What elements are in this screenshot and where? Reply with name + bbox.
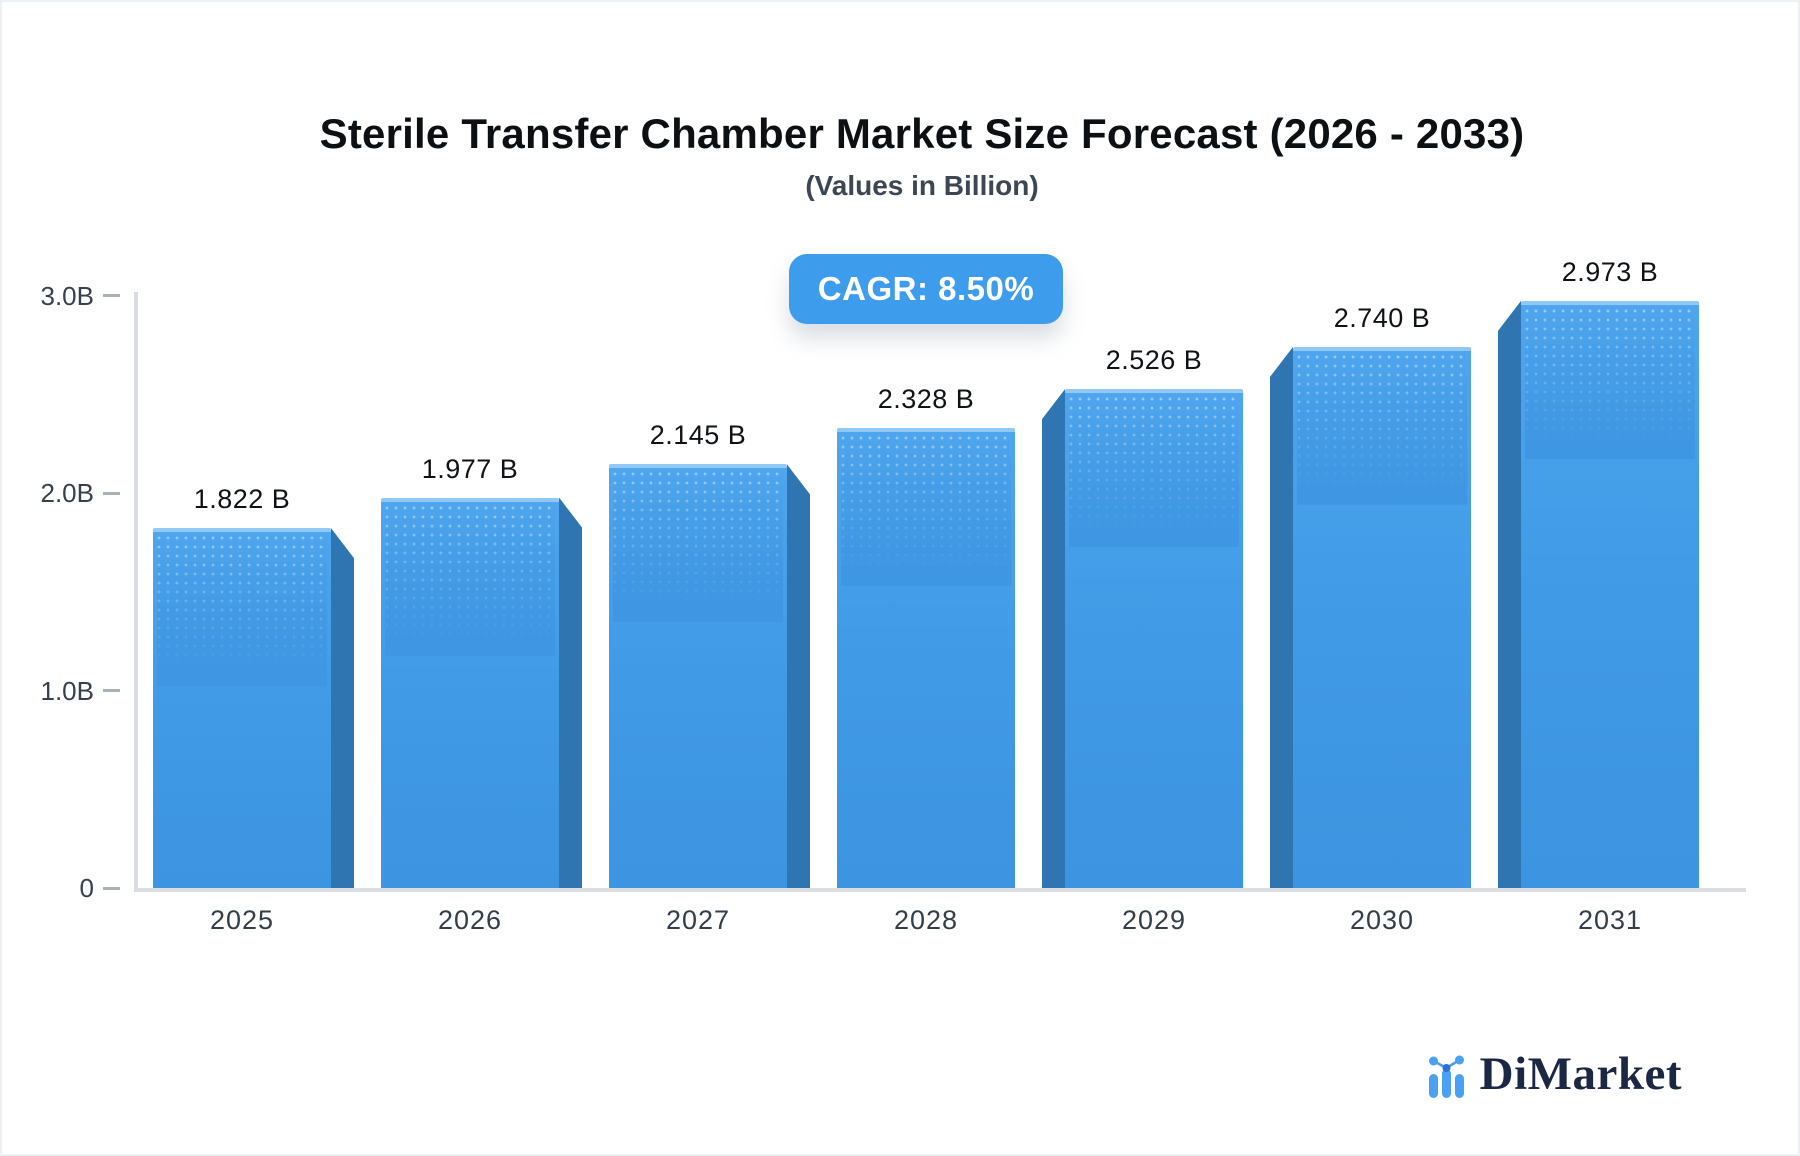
bar-value-label: 2.328 B xyxy=(877,384,975,415)
y-axis-tick-label: 3.0B xyxy=(40,280,95,311)
x-axis-label-2025: 2025 xyxy=(209,905,275,935)
bar-value-label: 2.973 B xyxy=(1561,256,1659,287)
bar-2030 xyxy=(1293,346,1471,888)
mini-bar-chart-icon xyxy=(1428,1055,1464,1098)
y-axis-tick xyxy=(103,294,120,297)
brand-logo: DiMarket xyxy=(1428,1038,1682,1098)
chart-subtitle: (Values in Billion) xyxy=(805,170,1039,201)
bar-2029 xyxy=(1065,389,1243,888)
bar-value-label: 1.822 B xyxy=(193,484,291,515)
bar-2026 xyxy=(381,497,559,888)
bar-side-shade xyxy=(787,464,810,888)
brand-logo-text: DiMarket xyxy=(1479,1048,1682,1100)
bar-value-label: 2.145 B xyxy=(649,420,747,451)
bar-side-shade xyxy=(559,497,582,888)
x-axis-baseline xyxy=(134,888,1746,892)
bar-side-shade xyxy=(331,528,354,888)
bar-2028 xyxy=(837,428,1015,888)
y-axis-tick-label: 1.0B xyxy=(40,675,95,706)
y-axis-tick xyxy=(103,491,120,495)
bar-value-label: 2.740 B xyxy=(1333,302,1431,333)
y-axis-tick-label: 0 xyxy=(79,873,94,903)
bar-side-shade xyxy=(1042,389,1065,888)
y-axis-tick-label: 2.0B xyxy=(40,478,95,508)
x-axis-label-2027: 2027 xyxy=(665,905,731,935)
x-axis-label-2028: 2028 xyxy=(893,905,959,935)
y-axis-tick xyxy=(103,886,120,890)
chart-title: Sterile Transfer Chamber Market Size For… xyxy=(319,110,1525,157)
x-axis-label-2029: 2029 xyxy=(1121,905,1187,935)
bar-value-label: 2.526 B xyxy=(1105,345,1203,376)
bar-side-shade xyxy=(1498,300,1521,888)
bar-2025 xyxy=(153,528,331,888)
x-axis-label-2030: 2030 xyxy=(1349,905,1415,935)
y-axis-line xyxy=(134,292,138,892)
bar-2027 xyxy=(609,464,787,888)
bar-value-label: 1.977 B xyxy=(421,453,519,484)
y-axis-tick xyxy=(103,689,120,692)
x-axis-label-2026: 2026 xyxy=(437,905,503,935)
cagr-badge-label: CAGR: 8.50% xyxy=(817,270,1035,307)
x-axis-label-2031: 2031 xyxy=(1577,905,1643,935)
bar-2031 xyxy=(1521,300,1699,888)
cagr-badge: CAGR: 8.50% xyxy=(789,254,1063,324)
bar-side-shade xyxy=(1270,346,1293,888)
